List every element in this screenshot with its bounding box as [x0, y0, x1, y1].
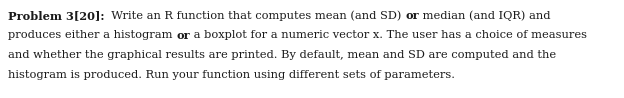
Text: and whether the graphical results are printed. By default, mean and SD are compu: and whether the graphical results are pr…: [8, 50, 556, 60]
Text: produces either a histogram: produces either a histogram: [8, 30, 176, 40]
Text: a boxplot for a numeric vector x. The user has a choice of measures: a boxplot for a numeric vector x. The us…: [190, 30, 587, 40]
Text: median (and IQR) and: median (and IQR) and: [419, 10, 550, 21]
Text: Write an R function that computes mean (and SD): Write an R function that computes mean (…: [104, 10, 406, 21]
Text: histogram is produced. Run your function using different sets of parameters.: histogram is produced. Run your function…: [8, 70, 455, 80]
Text: Problem 3[20]:: Problem 3[20]:: [8, 10, 104, 21]
Text: or: or: [176, 30, 190, 41]
Text: or: or: [406, 10, 419, 21]
